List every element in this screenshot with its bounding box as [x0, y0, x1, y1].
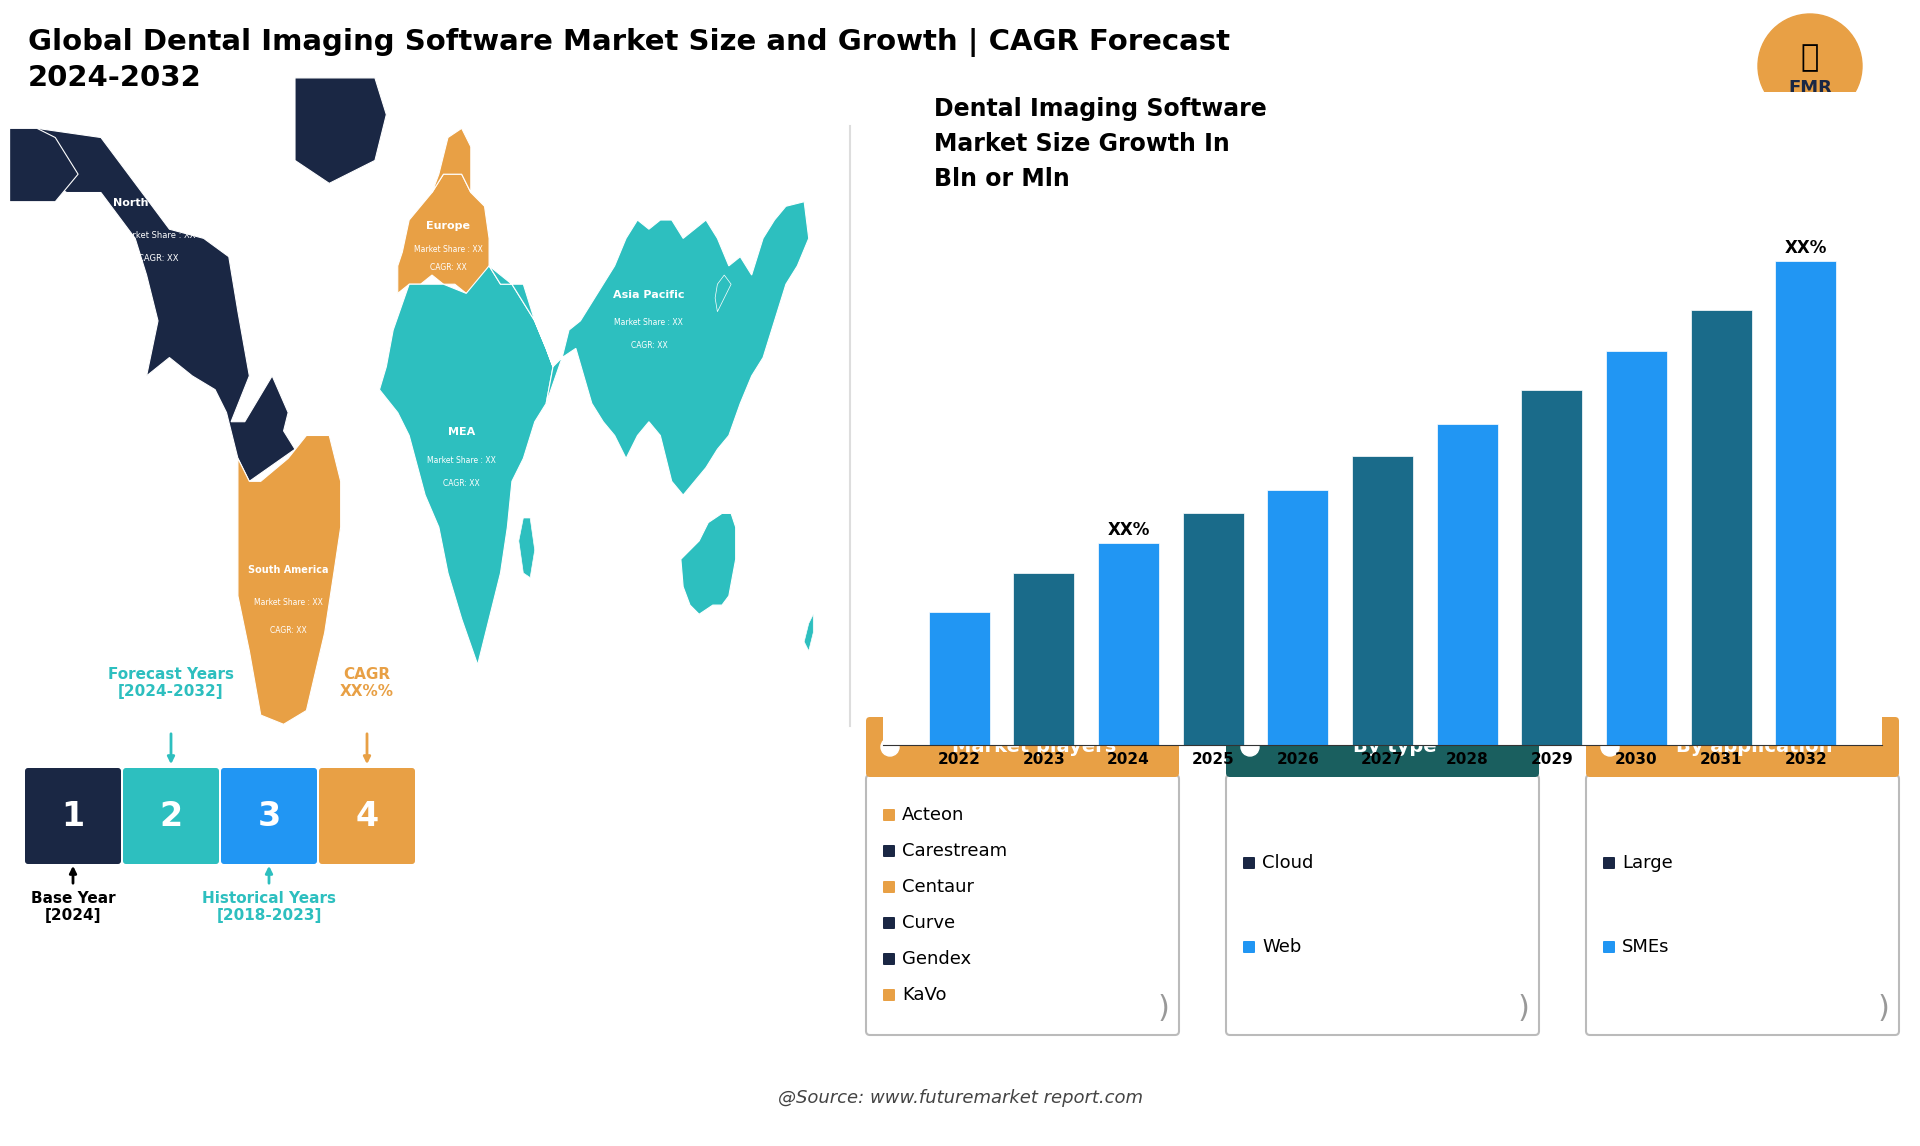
Polygon shape — [296, 78, 386, 183]
Text: Forecast Years
[2024-2032]: Forecast Years [2024-2032] — [108, 667, 234, 699]
Polygon shape — [36, 128, 296, 481]
Text: @Source: www.futuremarket report.com: @Source: www.futuremarket report.com — [778, 1089, 1142, 1107]
Text: North America: North America — [113, 198, 204, 209]
Text: CAGR: XX: CAGR: XX — [138, 254, 179, 264]
Text: CAGR: XX: CAGR: XX — [444, 479, 480, 488]
FancyBboxPatch shape — [221, 768, 317, 864]
Circle shape — [881, 738, 899, 756]
Text: ): ) — [1158, 994, 1169, 1023]
Text: FUTURE MARKET REPORT: FUTURE MARKET REPORT — [1763, 102, 1859, 110]
Text: CAGR: XX: CAGR: XX — [430, 264, 467, 273]
Text: Market Share : XX: Market Share : XX — [253, 598, 323, 607]
Circle shape — [1759, 14, 1862, 118]
Text: Base Year
[2024]: Base Year [2024] — [31, 890, 115, 924]
Text: CAGR: XX: CAGR: XX — [271, 626, 307, 635]
FancyBboxPatch shape — [866, 717, 1179, 777]
Text: By type: By type — [1354, 738, 1436, 756]
Polygon shape — [432, 128, 470, 193]
FancyBboxPatch shape — [883, 809, 895, 821]
Text: Dental Imaging Software
Market Size Growth In
Bln or Mln: Dental Imaging Software Market Size Grow… — [933, 96, 1267, 191]
FancyBboxPatch shape — [883, 917, 895, 929]
Text: Curve: Curve — [902, 915, 954, 932]
FancyBboxPatch shape — [883, 845, 895, 857]
Bar — [1183, 513, 1244, 745]
FancyBboxPatch shape — [25, 768, 121, 864]
Bar — [1692, 311, 1751, 745]
Text: Gendex: Gendex — [902, 950, 972, 968]
Bar — [929, 612, 989, 745]
Text: Asia Pacific: Asia Pacific — [612, 290, 685, 300]
Text: South America: South America — [248, 565, 328, 575]
Text: Europe: Europe — [426, 221, 470, 231]
FancyBboxPatch shape — [1586, 717, 1899, 777]
Polygon shape — [490, 202, 808, 495]
Text: Centaur: Centaur — [902, 878, 973, 896]
Text: 2: 2 — [159, 800, 182, 832]
Text: Market Share : XX: Market Share : XX — [413, 245, 482, 254]
FancyBboxPatch shape — [866, 775, 1179, 1035]
Bar — [1521, 390, 1582, 745]
Bar — [1605, 351, 1667, 745]
FancyBboxPatch shape — [1603, 941, 1615, 953]
Polygon shape — [518, 518, 536, 578]
Text: 3: 3 — [257, 800, 280, 832]
Text: ): ) — [1878, 994, 1889, 1023]
Polygon shape — [804, 614, 814, 651]
Polygon shape — [682, 513, 735, 614]
Text: Historical Years
[2018-2023]: Historical Years [2018-2023] — [202, 890, 336, 924]
FancyBboxPatch shape — [1242, 941, 1256, 953]
FancyBboxPatch shape — [1586, 775, 1899, 1035]
Polygon shape — [397, 174, 490, 293]
Text: XX%: XX% — [1784, 240, 1828, 257]
Bar — [1098, 543, 1160, 745]
Bar — [1014, 573, 1073, 745]
FancyBboxPatch shape — [883, 989, 895, 1000]
Text: 4: 4 — [355, 800, 378, 832]
Text: Market Share : XX: Market Share : XX — [121, 231, 196, 241]
FancyBboxPatch shape — [123, 768, 219, 864]
FancyBboxPatch shape — [1227, 775, 1540, 1035]
Text: By application: By application — [1676, 738, 1834, 756]
Bar — [1267, 490, 1329, 745]
Bar — [1776, 261, 1836, 745]
Polygon shape — [10, 128, 79, 202]
Text: Large: Large — [1622, 854, 1672, 872]
Text: Global Dental Imaging Software Market Size and Growth | CAGR Forecast: Global Dental Imaging Software Market Si… — [29, 28, 1231, 57]
Bar — [1436, 424, 1498, 745]
FancyBboxPatch shape — [883, 881, 895, 893]
Text: CAGR
XX%%: CAGR XX%% — [340, 667, 394, 699]
Text: Carestream: Carestream — [902, 842, 1008, 860]
Text: Market players: Market players — [952, 738, 1117, 756]
Text: Market Share : XX: Market Share : XX — [614, 319, 684, 328]
Text: ): ) — [1517, 994, 1528, 1023]
FancyBboxPatch shape — [1242, 857, 1256, 869]
Text: 2024-2032: 2024-2032 — [29, 64, 202, 92]
Polygon shape — [380, 266, 553, 665]
FancyBboxPatch shape — [1603, 857, 1615, 869]
Text: KaVo: KaVo — [902, 986, 947, 1004]
Bar — [1352, 456, 1413, 745]
FancyBboxPatch shape — [319, 768, 415, 864]
Circle shape — [1601, 738, 1619, 756]
Text: Acteon: Acteon — [902, 806, 964, 824]
Polygon shape — [238, 435, 340, 724]
Text: XX%: XX% — [1108, 521, 1150, 540]
Circle shape — [1240, 738, 1260, 756]
Polygon shape — [714, 275, 732, 312]
Text: 1: 1 — [61, 800, 84, 832]
FancyBboxPatch shape — [883, 953, 895, 965]
Text: Web: Web — [1261, 937, 1302, 956]
Text: 🦌: 🦌 — [1801, 44, 1818, 72]
FancyBboxPatch shape — [1227, 717, 1540, 777]
Text: MEA: MEA — [447, 427, 476, 438]
Text: Cloud: Cloud — [1261, 854, 1313, 872]
Text: Market Share : XX: Market Share : XX — [428, 456, 495, 465]
Text: CAGR: XX: CAGR: XX — [630, 342, 668, 351]
Text: FMR: FMR — [1788, 79, 1832, 97]
Text: SMEs: SMEs — [1622, 937, 1670, 956]
